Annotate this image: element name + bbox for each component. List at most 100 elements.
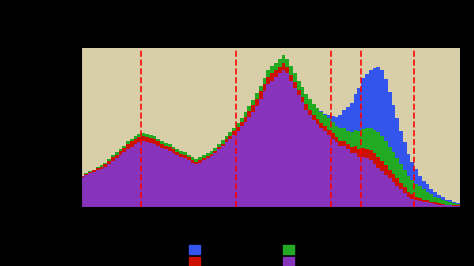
Bar — [145, 134, 149, 137]
Bar — [259, 92, 263, 99]
Bar — [357, 157, 361, 207]
Bar — [137, 134, 141, 137]
Bar — [194, 164, 198, 207]
Bar — [282, 63, 285, 70]
Bar — [319, 111, 323, 112]
Bar — [418, 176, 422, 186]
Bar — [312, 120, 316, 207]
Bar — [293, 73, 297, 82]
Bar — [240, 122, 244, 126]
Bar — [429, 194, 433, 202]
Bar — [308, 115, 312, 207]
Bar — [274, 77, 278, 207]
Bar — [452, 205, 456, 206]
Text: Jan: Jan — [227, 30, 241, 39]
Bar — [92, 172, 96, 207]
Bar — [433, 197, 437, 202]
Bar — [145, 142, 149, 207]
Bar — [130, 142, 134, 147]
Bar — [301, 97, 304, 102]
Bar — [422, 202, 426, 207]
Bar — [282, 70, 285, 207]
Bar — [134, 144, 137, 207]
Text: Total Loan Balance ($Billions): Total Loan Balance ($Billions) — [81, 24, 209, 33]
Bar — [92, 170, 96, 171]
Bar — [312, 115, 316, 120]
Bar — [236, 127, 240, 131]
Bar — [388, 170, 392, 178]
Bar — [236, 131, 240, 207]
Bar — [316, 119, 319, 124]
Bar — [357, 88, 361, 131]
Bar — [244, 122, 247, 207]
Bar — [115, 155, 118, 158]
Bar — [118, 155, 122, 207]
Bar — [122, 146, 126, 148]
Bar — [115, 152, 118, 155]
Bar — [426, 202, 429, 207]
Bar — [384, 175, 388, 207]
Bar — [456, 205, 460, 206]
Bar — [289, 66, 293, 75]
Bar — [145, 137, 149, 142]
Bar — [225, 136, 228, 139]
Bar — [285, 59, 289, 68]
Bar — [270, 66, 274, 73]
Bar — [293, 82, 297, 88]
Bar — [426, 200, 429, 202]
Bar — [130, 147, 134, 207]
Legend: Option ARMs, Alt A, Prime, Subprime: Option ARMs, Alt A, Prime, Subprime — [185, 241, 356, 266]
Bar — [456, 203, 460, 204]
Bar — [111, 157, 115, 161]
Bar — [399, 164, 403, 183]
Bar — [278, 73, 282, 207]
Bar — [221, 144, 225, 146]
Text: 2011: 2011 — [317, 39, 341, 48]
Bar — [441, 205, 445, 207]
Bar — [407, 176, 410, 192]
Bar — [228, 132, 232, 136]
Bar — [210, 151, 213, 154]
Bar — [247, 111, 251, 117]
Bar — [323, 114, 327, 115]
Text: 2011: 2011 — [347, 39, 372, 48]
Bar — [445, 200, 448, 201]
Bar — [134, 136, 137, 139]
Bar — [297, 95, 301, 207]
Bar — [183, 155, 187, 158]
Bar — [168, 147, 172, 151]
Bar — [403, 142, 407, 170]
Bar — [88, 173, 92, 207]
Bar — [331, 116, 335, 122]
Bar — [160, 144, 164, 148]
Bar — [115, 158, 118, 207]
Bar — [395, 158, 399, 178]
Bar — [338, 128, 342, 141]
Bar — [247, 106, 251, 111]
Bar — [323, 126, 327, 131]
Bar — [266, 70, 270, 77]
Bar — [414, 169, 418, 184]
Bar — [410, 199, 414, 207]
Text: 2013: 2013 — [400, 39, 425, 48]
Bar — [338, 141, 342, 146]
Bar — [153, 144, 156, 207]
Bar — [244, 113, 247, 117]
Bar — [156, 139, 160, 142]
Bar — [149, 135, 153, 138]
Bar — [255, 93, 259, 99]
Bar — [153, 136, 156, 139]
Bar — [437, 198, 441, 203]
Bar — [103, 163, 107, 164]
Bar — [414, 197, 418, 200]
Bar — [263, 78, 266, 84]
Bar — [357, 131, 361, 149]
Bar — [92, 171, 96, 172]
Bar — [342, 110, 346, 128]
Bar — [316, 108, 319, 119]
Bar — [236, 123, 240, 127]
Bar — [225, 139, 228, 142]
Text: Jan: Jan — [405, 30, 419, 39]
Bar — [225, 142, 228, 207]
Bar — [395, 178, 399, 186]
